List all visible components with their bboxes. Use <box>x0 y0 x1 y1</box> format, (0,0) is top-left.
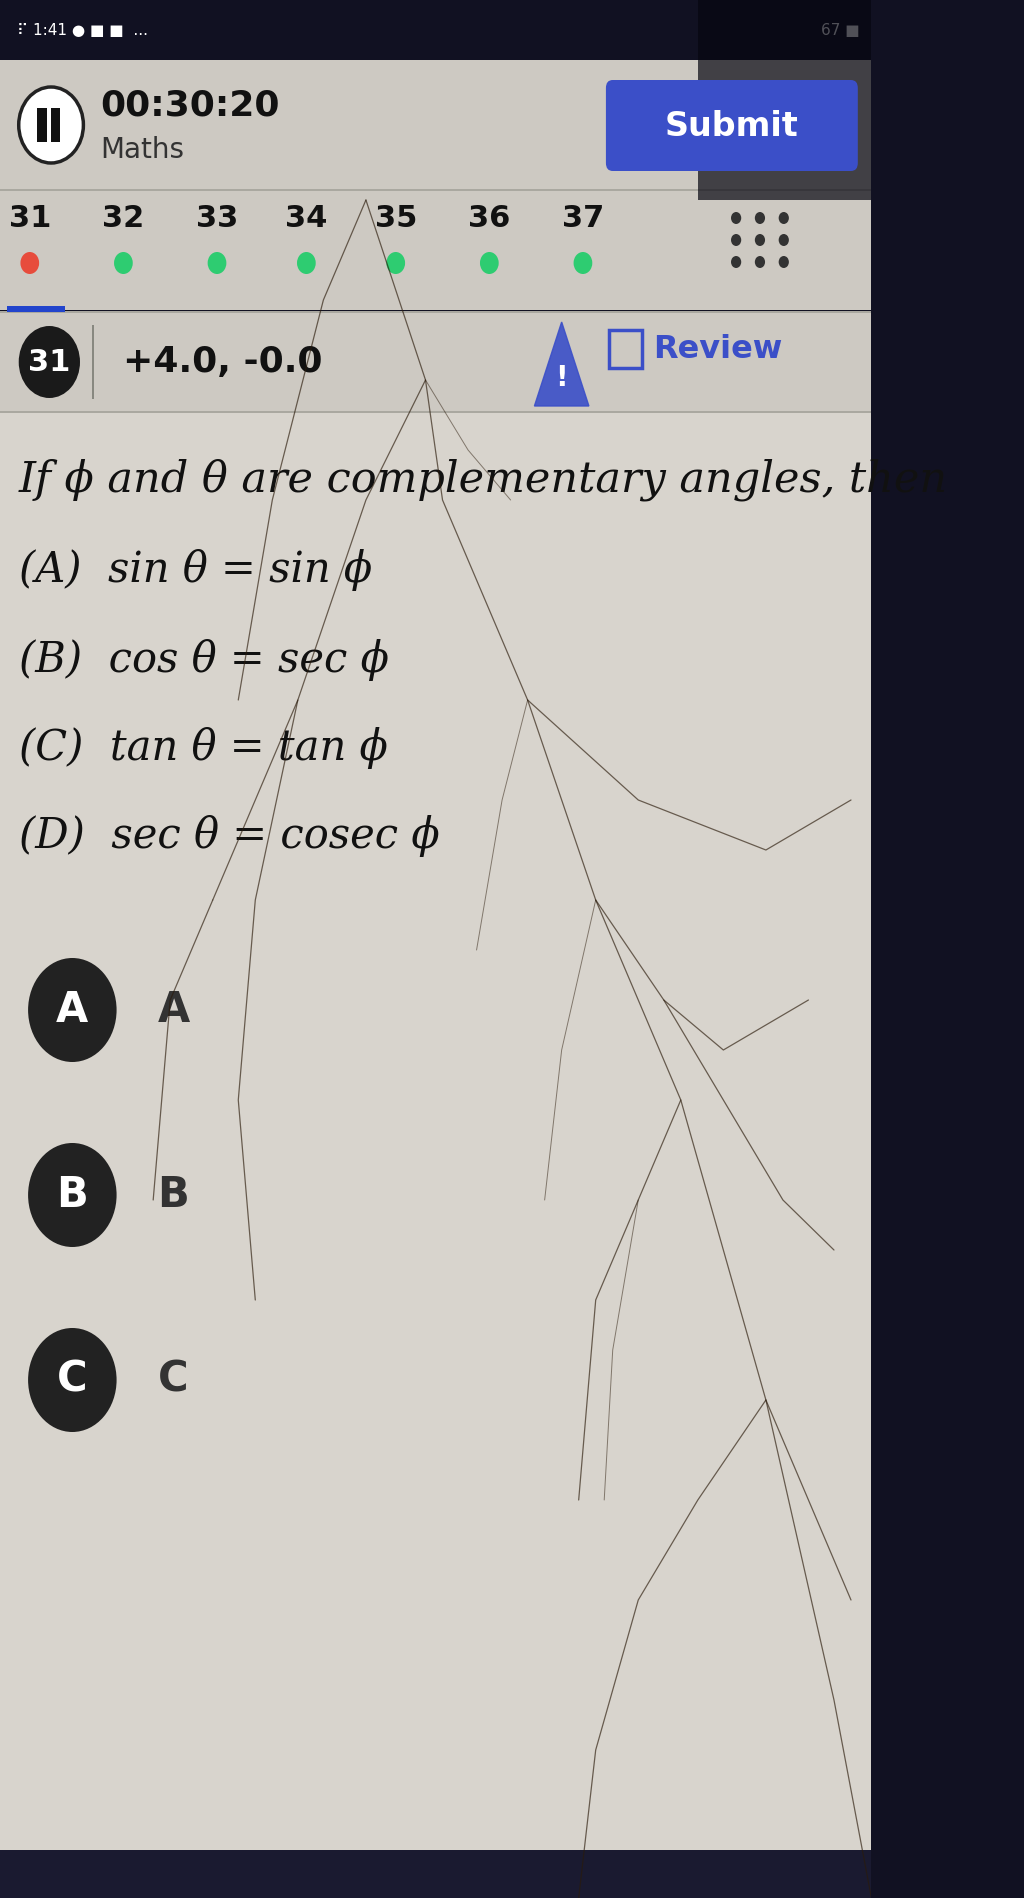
Bar <box>0 190 871 192</box>
Bar <box>38 108 47 142</box>
FancyBboxPatch shape <box>0 61 871 190</box>
Text: !: ! <box>555 364 568 393</box>
Text: 37: 37 <box>562 203 604 232</box>
Circle shape <box>18 87 83 163</box>
Bar <box>7 306 65 311</box>
Text: (A)  sin θ = sin ϕ: (A) sin θ = sin ϕ <box>18 549 372 590</box>
Text: B: B <box>158 1175 189 1217</box>
Text: 00:30:20: 00:30:20 <box>100 87 280 121</box>
Text: C: C <box>57 1359 88 1401</box>
FancyBboxPatch shape <box>697 0 871 199</box>
Text: 31: 31 <box>29 347 71 376</box>
Circle shape <box>573 252 592 273</box>
Text: Submit: Submit <box>665 110 799 142</box>
Circle shape <box>755 233 765 247</box>
Circle shape <box>480 252 499 273</box>
Text: 67 ■: 67 ■ <box>821 23 859 38</box>
Text: If ϕ and θ are complementary angles, then: If ϕ and θ are complementary angles, the… <box>18 459 948 501</box>
Circle shape <box>114 252 133 273</box>
FancyBboxPatch shape <box>0 0 871 61</box>
FancyBboxPatch shape <box>606 80 858 171</box>
Circle shape <box>297 252 315 273</box>
FancyBboxPatch shape <box>0 311 871 412</box>
Circle shape <box>386 252 406 273</box>
Text: (D)  sec θ = cosec ϕ: (D) sec θ = cosec ϕ <box>18 814 439 858</box>
Text: ⠏ 1:41 ● ■ ■  ...: ⠏ 1:41 ● ■ ■ ... <box>17 23 148 38</box>
Circle shape <box>778 213 788 224</box>
Circle shape <box>778 233 788 247</box>
Text: Review: Review <box>653 334 783 364</box>
FancyBboxPatch shape <box>0 412 871 1898</box>
Polygon shape <box>535 323 589 406</box>
Text: 35: 35 <box>375 203 417 232</box>
Circle shape <box>731 233 741 247</box>
Text: Maths: Maths <box>100 137 184 163</box>
Text: +4.0, -0.0: +4.0, -0.0 <box>124 345 323 380</box>
Text: A: A <box>56 989 88 1031</box>
Bar <box>92 325 94 399</box>
Bar <box>0 311 871 313</box>
Circle shape <box>755 213 765 224</box>
Bar <box>0 412 871 414</box>
Text: 34: 34 <box>285 203 328 232</box>
Circle shape <box>778 256 788 268</box>
Circle shape <box>18 326 80 399</box>
FancyBboxPatch shape <box>0 190 871 309</box>
Bar <box>51 108 60 142</box>
Text: 31: 31 <box>8 203 51 232</box>
FancyBboxPatch shape <box>0 1851 871 1898</box>
Circle shape <box>28 1143 117 1247</box>
Circle shape <box>731 213 741 224</box>
Text: A: A <box>158 989 189 1031</box>
Circle shape <box>208 252 226 273</box>
Text: 36: 36 <box>468 203 511 232</box>
Text: B: B <box>56 1175 88 1217</box>
Text: 32: 32 <box>102 203 144 232</box>
Text: (B)  cos θ = sec ϕ: (B) cos θ = sec ϕ <box>18 640 389 681</box>
Circle shape <box>28 1329 117 1431</box>
Text: 33: 33 <box>196 203 239 232</box>
Text: (C)  tan θ = tan ϕ: (C) tan θ = tan ϕ <box>18 727 388 769</box>
Text: C: C <box>158 1359 188 1401</box>
Circle shape <box>20 252 39 273</box>
Circle shape <box>731 256 741 268</box>
Circle shape <box>755 256 765 268</box>
Circle shape <box>28 958 117 1063</box>
